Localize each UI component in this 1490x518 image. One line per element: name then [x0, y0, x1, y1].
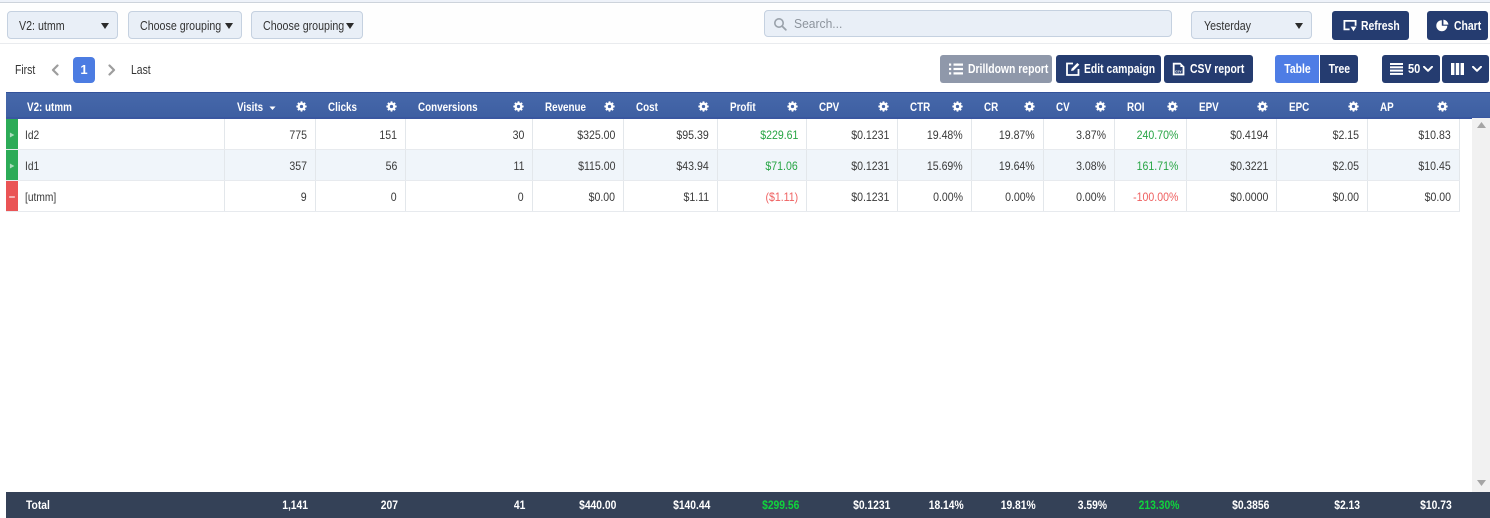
svg-text:csv: csv — [1175, 69, 1182, 73]
